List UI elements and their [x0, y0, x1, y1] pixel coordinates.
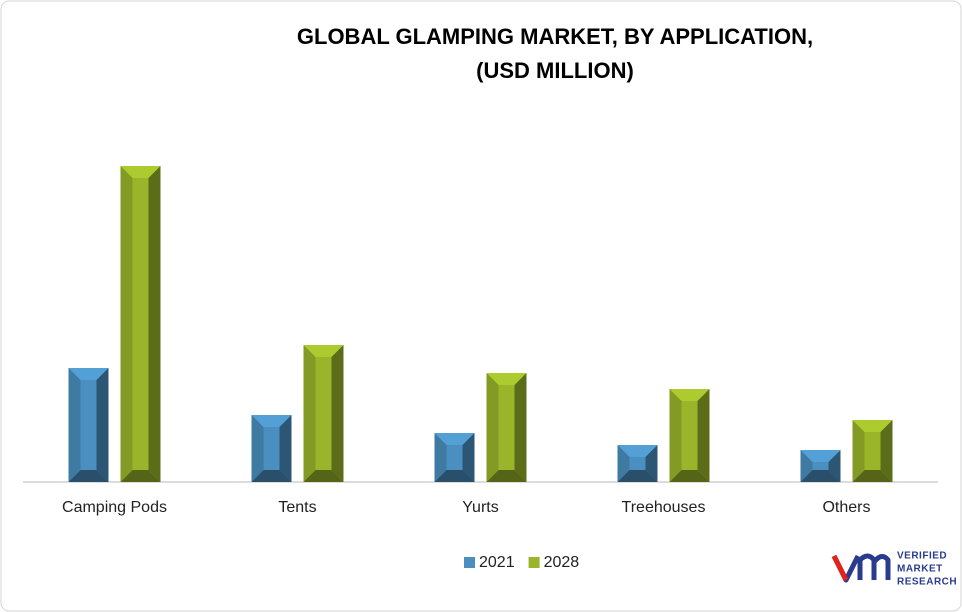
x-tick-label: Tents — [278, 499, 316, 516]
bar-bevel — [800, 450, 841, 462]
bar-bevel — [434, 433, 475, 445]
bar-bevel — [68, 368, 81, 482]
bar — [800, 450, 841, 482]
bar-bevel — [617, 445, 658, 457]
bar-bevel — [251, 415, 292, 427]
bar-bevel — [800, 450, 813, 482]
legend-label: 2028 — [544, 554, 580, 571]
legend-swatch — [464, 557, 475, 568]
bar-bevel — [852, 470, 893, 482]
bar-bevel — [852, 420, 893, 432]
logo-text: VERIFIED — [897, 551, 947, 562]
bar-bevel — [120, 470, 161, 482]
bar-bevel — [303, 345, 344, 357]
bar-bevel — [486, 373, 499, 482]
bar-bevel — [486, 373, 527, 385]
bar-bevel — [486, 470, 527, 482]
bar-bevel — [148, 166, 161, 482]
legend-swatch — [528, 557, 540, 568]
bar-bevel — [434, 433, 447, 482]
bar-bevel — [617, 445, 630, 482]
chart-subtitle: (USD MILLION) — [476, 58, 634, 83]
bar-bevel — [279, 415, 292, 482]
x-tick-label: Treehouses — [622, 499, 706, 516]
bar-bevel — [68, 470, 109, 482]
bar-bevel — [331, 345, 344, 482]
bar-bevel — [697, 389, 710, 482]
bar-bevel — [303, 470, 344, 482]
x-tick-label: Yurts — [462, 499, 498, 516]
bar-bevel — [68, 368, 109, 380]
bar — [617, 445, 658, 482]
bar-bevel — [800, 470, 841, 482]
bar-bevel — [617, 470, 658, 482]
bar — [434, 433, 475, 482]
bar-bevel — [669, 389, 682, 482]
bar-bevel — [669, 470, 710, 482]
bar — [486, 373, 527, 482]
legend-label: 2021 — [479, 554, 515, 571]
bar-bevel — [303, 345, 316, 482]
bar-bevel — [669, 389, 710, 401]
bar-bevel — [828, 450, 841, 482]
x-tick-label: Camping Pods — [62, 499, 167, 516]
bar-bevel — [462, 433, 475, 482]
bar-bevel — [120, 166, 161, 178]
bar — [251, 415, 292, 482]
chart-title: GLOBAL GLAMPING MARKET, BY APPLICATION, — [297, 24, 813, 49]
x-tick-label: Others — [822, 499, 870, 516]
bar-bevel — [645, 445, 658, 482]
bar — [852, 420, 893, 482]
bar — [303, 345, 344, 482]
bar-bevel — [251, 415, 264, 482]
bar-bevel — [880, 420, 893, 482]
bar — [68, 368, 109, 482]
logo-text: MARKET — [897, 564, 943, 575]
bar — [669, 389, 710, 482]
bar-bevel — [96, 368, 109, 482]
logo-text: RESEARCH — [897, 577, 957, 588]
bar-bevel — [251, 470, 292, 482]
logo: VERIFIED MARKET RESEARCH — [831, 551, 957, 588]
bar-bevel — [120, 166, 133, 482]
bar-bevel — [514, 373, 527, 482]
bar-bevel — [852, 420, 865, 482]
bar-bevel — [434, 470, 475, 482]
bar — [120, 166, 161, 482]
logo-accent — [831, 554, 849, 582]
